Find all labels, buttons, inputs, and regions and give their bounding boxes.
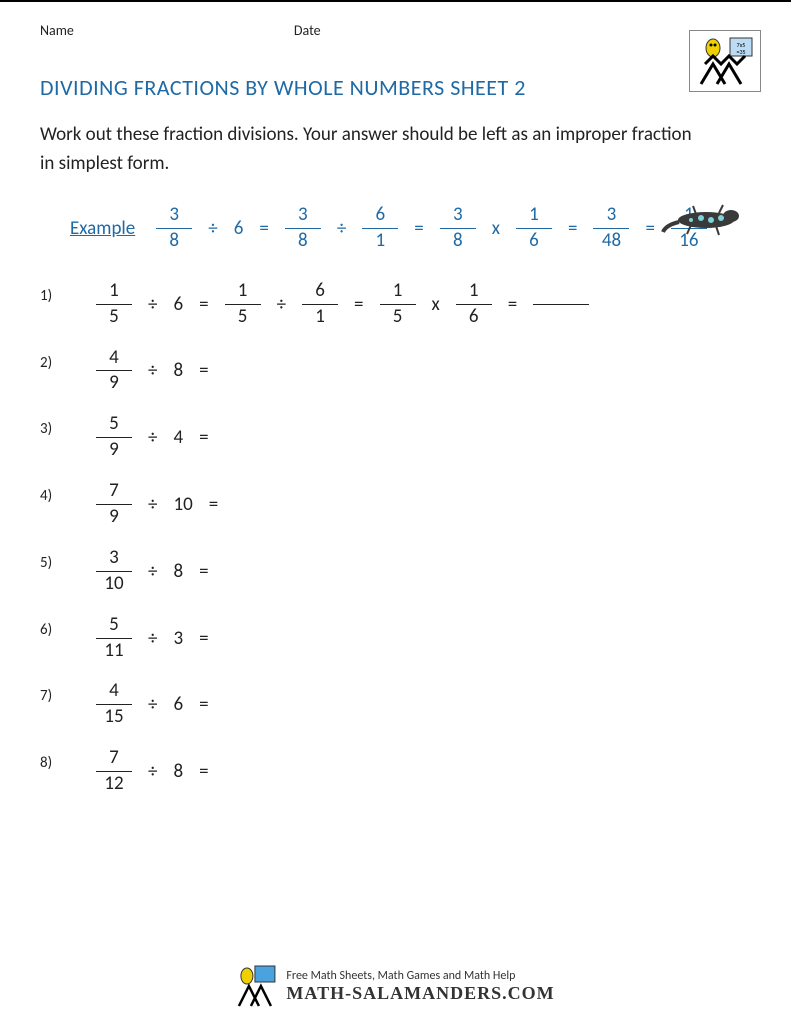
problems-list: 1) 15 ÷ 6 = 15 ÷ 61 = 15 x 16 = 2) 49 ÷ 8 = 3) 59 ÷ 4 = 4) 79 ÷ 10… [40,279,751,797]
fraction: 16 [456,279,492,330]
operator: = [209,493,218,516]
fraction: 15 [380,279,416,330]
whole-number: 4 [173,426,183,449]
operator: = [199,359,208,382]
fraction: 38 [156,203,192,254]
whole-number: 8 [173,760,183,783]
page-title: DIVIDING FRACTIONS BY WHOLE NUMBERS SHEE… [40,74,751,101]
fraction: 49 [96,346,132,397]
operator: x [432,293,440,316]
operator: = [568,217,577,240]
footer: Free Math Sheets, Math Games and Math He… [236,964,554,1009]
whole-number: 8 [173,359,183,382]
instructions-text: Work out these fraction divisions. Your … [40,121,700,178]
operator: = [414,217,423,240]
problem-number: 2) [40,354,70,372]
fraction: 38 [285,203,321,254]
operator: ÷ [208,217,217,240]
problem-row: 7) 415 ÷ 6 = [40,679,751,730]
operator: x [492,217,500,240]
problem-row: 3) 59 ÷ 4 = [40,412,751,463]
problem-row: 8) 712 ÷ 8 = [40,746,751,797]
operator: ÷ [148,493,157,516]
operator: ÷ [148,627,157,650]
operator: = [199,426,208,449]
whole-number: 8 [173,560,183,583]
fraction: 348 [593,203,629,254]
operator: = [199,293,208,316]
problem-row: 5) 310 ÷ 8 = [40,546,751,597]
whole-number: 6 [234,217,244,240]
operator: = [259,217,268,240]
operator: ÷ [148,293,157,316]
problem-row: 6) 511 ÷ 3 = [40,613,751,664]
operator: ÷ [337,217,346,240]
fraction: 511 [96,613,132,664]
operator: ÷ [148,359,157,382]
operator: ÷ [148,426,157,449]
logo-image: 7x5 =35 [689,30,761,92]
fraction: 415 [96,679,132,730]
operator: = [199,560,208,583]
example-row: Example 38÷6=38÷61=38x16=348=116 [70,203,751,254]
whole-number: 3 [173,627,183,650]
operator: = [645,217,654,240]
operator: = [199,693,208,716]
whole-number: 6 [173,293,183,316]
answer-blank [533,304,589,305]
problem-row: 4) 79 ÷ 10 = [40,479,751,530]
fraction: 61 [302,279,338,330]
problem-number: 1) [40,287,70,305]
footer-tagline: Free Math Sheets, Math Games and Math He… [286,969,554,983]
salamander-icon [661,200,751,245]
problem-row: 1) 15 ÷ 6 = 15 ÷ 61 = 15 x 16 = [40,279,751,330]
svg-text:=35: =35 [736,48,745,56]
operator: ÷ [277,293,286,316]
date-label: Date [294,22,321,39]
operator: = [354,293,363,316]
problem-number: 6) [40,621,70,639]
problem-row: 2) 49 ÷ 8 = [40,346,751,397]
operator: = [508,293,517,316]
problem-number: 4) [40,487,70,505]
problem-number: 7) [40,687,70,705]
name-label: Name [40,22,74,39]
operator: ÷ [148,693,157,716]
problem-number: 3) [40,420,70,438]
fraction: 59 [96,412,132,463]
operator: = [199,760,208,783]
fraction: 79 [96,479,132,530]
example-label: Example [70,217,135,240]
fraction: 15 [96,279,132,330]
whole-number: 6 [173,693,183,716]
footer-site: MATH-SALAMANDERS.COM [286,983,554,1004]
problem-number: 8) [40,754,70,772]
fraction: 712 [96,746,132,797]
footer-logo-icon [236,964,276,1009]
whole-number: 10 [173,493,192,516]
operator: ÷ [148,760,157,783]
fraction: 16 [516,203,552,254]
fraction: 15 [225,279,261,330]
fraction: 310 [96,546,132,597]
fraction: 61 [362,203,398,254]
problem-number: 5) [40,554,70,572]
operator: ÷ [148,560,157,583]
fraction: 38 [440,203,476,254]
operator: = [199,627,208,650]
